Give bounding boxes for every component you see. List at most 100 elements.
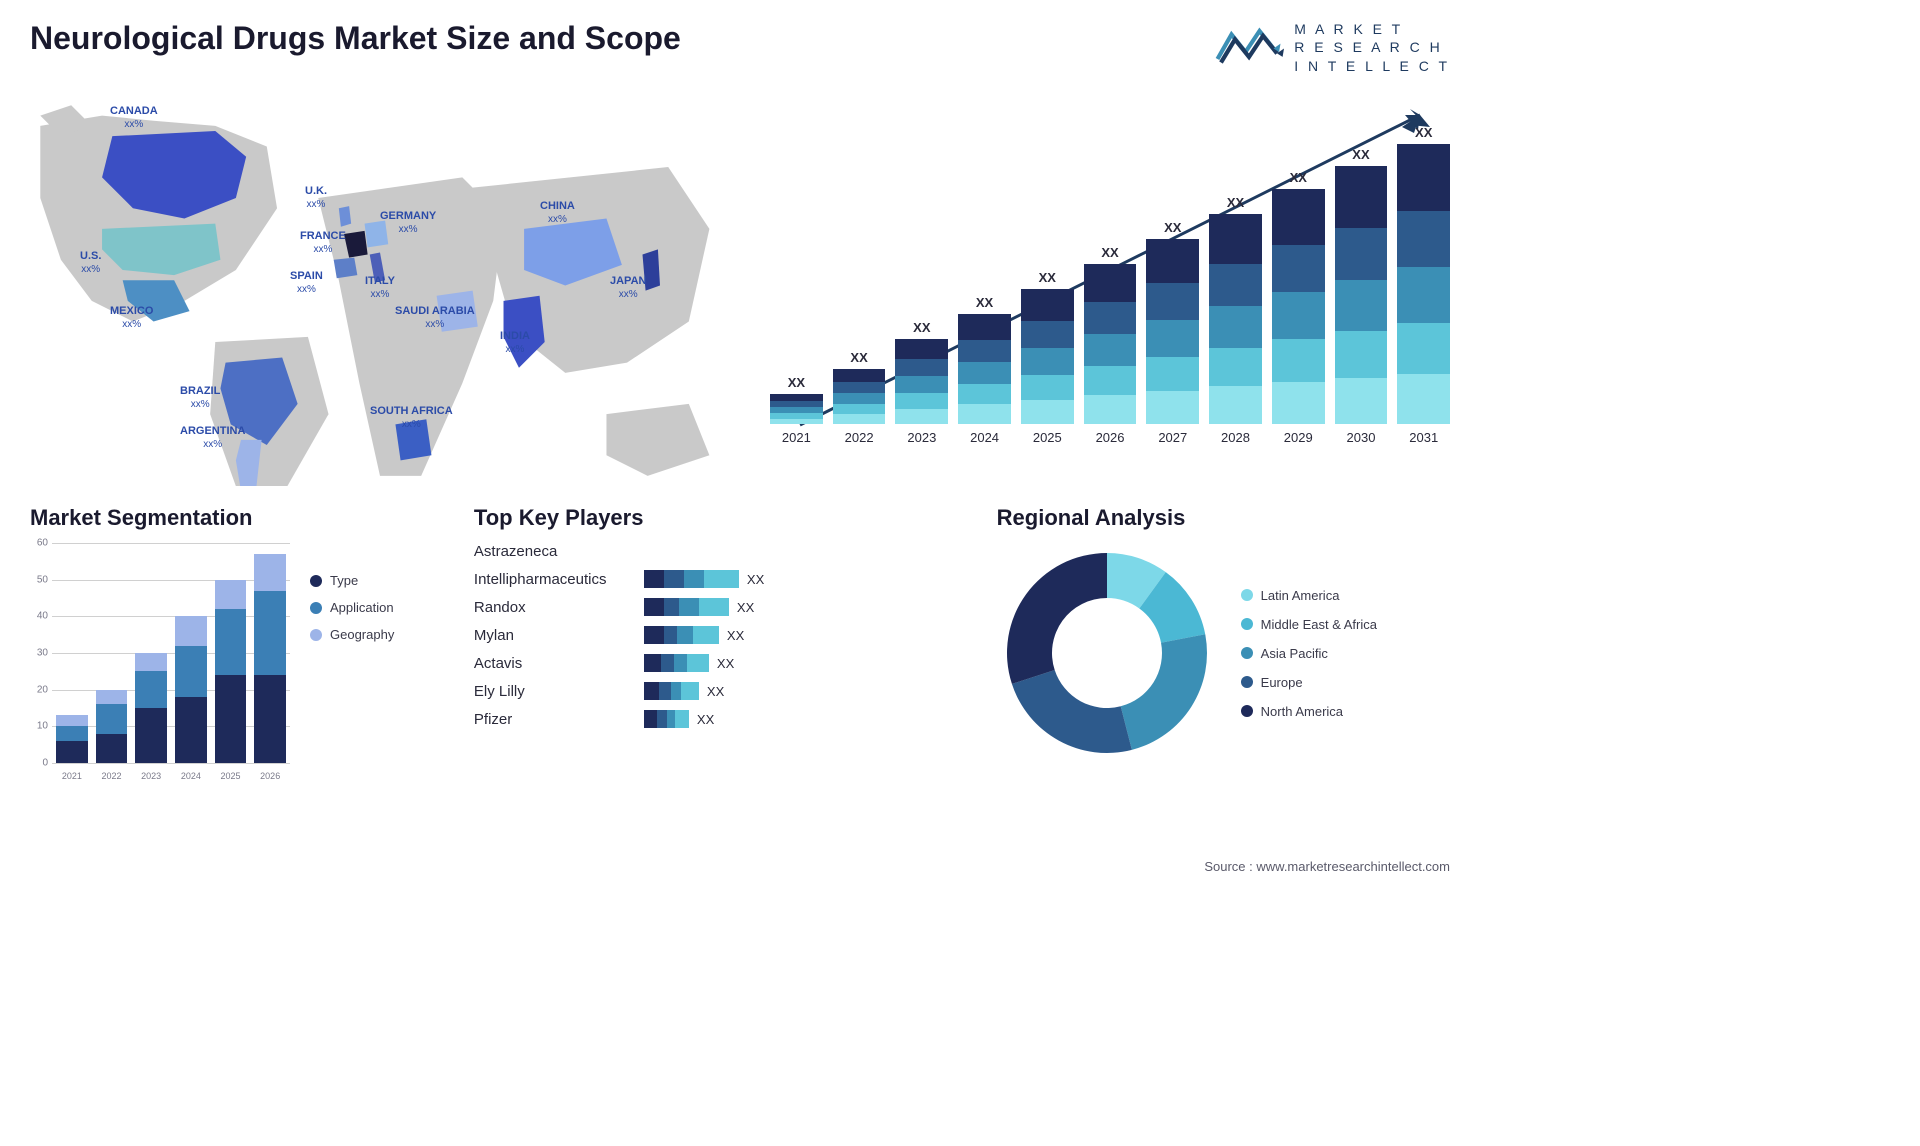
legend-label: Application: [330, 600, 394, 615]
growth-seg: [1397, 323, 1450, 373]
growth-seg: [1084, 395, 1137, 424]
growth-seg: [833, 369, 886, 382]
growth-col-2021: XX 2021: [770, 375, 823, 445]
player-bar: XX: [644, 570, 967, 588]
growth-value: XX: [1352, 147, 1369, 162]
growth-seg: [770, 394, 823, 401]
header: Neurological Drugs Market Size and Scope…: [30, 20, 1450, 75]
growth-seg: [1272, 245, 1325, 292]
segmentation-chart: 0102030405060 202120222023202420252026: [30, 543, 290, 783]
regional-legend-item: Asia Pacific: [1241, 646, 1377, 661]
seg-bar-seg: [56, 726, 88, 741]
seg-bar-seg: [175, 697, 207, 763]
segmentation-section: Market Segmentation 0102030405060 202120…: [30, 505, 444, 783]
growth-col-2027: XX2027: [1146, 220, 1199, 445]
growth-seg: [1397, 374, 1450, 424]
growth-seg: [958, 384, 1011, 404]
growth-value: XX: [1101, 245, 1118, 260]
logo-text: M A R K E T R E S E A R C H I N T E L L …: [1294, 20, 1450, 75]
player-value: XX: [707, 684, 724, 699]
growth-col-2029: XX 2029: [1272, 170, 1325, 445]
player-seg: [679, 598, 699, 616]
growth-seg: [1146, 391, 1199, 424]
player-bar: XX: [644, 626, 967, 644]
legend-label: Latin America: [1261, 588, 1340, 603]
player-bar: XX: [644, 710, 967, 728]
player-seg: [644, 682, 659, 700]
growth-seg: [1084, 334, 1137, 366]
map-label-germany: GERMANYxx%: [380, 210, 436, 236]
growth-value: XX: [788, 375, 805, 390]
growth-col-2026: XX 2026: [1084, 245, 1137, 445]
seg-bar-seg: [215, 580, 247, 609]
seg-x-label: 2025: [215, 771, 247, 781]
player-seg: [675, 710, 689, 728]
player-seg: [644, 654, 661, 672]
map-label-uk: U.K.xx%: [305, 185, 327, 211]
growth-seg: [770, 419, 823, 424]
seg-y-tick: 20: [37, 684, 48, 695]
logo-line1: M A R K E T: [1294, 20, 1450, 38]
seg-y-tick: 60: [37, 538, 48, 549]
growth-seg: [958, 340, 1011, 362]
growth-seg: [833, 404, 886, 414]
legend-label: Asia Pacific: [1261, 646, 1328, 661]
map-label-brazil: BRAZILxx%: [180, 385, 220, 411]
player-seg: [644, 598, 664, 616]
growth-seg: [958, 314, 1011, 340]
legend-swatch-icon: [310, 629, 322, 641]
growth-col-2025: XX2025: [1021, 270, 1074, 445]
player-seg: [644, 626, 664, 644]
growth-seg: [1021, 348, 1074, 375]
growth-year-label: 2026: [1096, 430, 1125, 445]
seg-y-tick: 40: [37, 611, 48, 622]
growth-year-label: 2021: [782, 430, 811, 445]
growth-seg: [1272, 339, 1325, 381]
seg-x-label: 2023: [135, 771, 167, 781]
growth-seg: [1397, 267, 1450, 323]
growth-year-label: 2023: [907, 430, 936, 445]
growth-value: XX: [913, 320, 930, 335]
map-label-mexico: MEXICOxx%: [110, 305, 153, 331]
legend-swatch-icon: [1241, 647, 1253, 659]
growth-seg: [1084, 366, 1137, 395]
seg-legend-item: Application: [310, 600, 394, 615]
seg-bar-seg: [135, 653, 167, 671]
growth-seg: [1272, 382, 1325, 424]
seg-col-2025: 2025: [215, 580, 247, 763]
growth-seg: [1335, 280, 1388, 332]
growth-seg: [1146, 283, 1199, 320]
player-value: XX: [717, 656, 734, 671]
regional-section: Regional Analysis Latin AmericaMiddle Ea…: [997, 505, 1450, 783]
brand-logo: M A R K E T R E S E A R C H I N T E L L …: [1214, 20, 1450, 75]
seg-col-2024: 2024: [175, 616, 207, 763]
growth-seg: [1397, 144, 1450, 211]
growth-seg: [833, 414, 886, 424]
growth-year-label: 2029: [1284, 430, 1313, 445]
seg-col-2026: 2026: [254, 554, 286, 763]
player-bar: XX: [644, 598, 967, 616]
seg-x-label: 2022: [96, 771, 128, 781]
seg-bar-seg: [96, 734, 128, 763]
growth-seg: [1021, 400, 1074, 424]
player-value: XX: [727, 628, 744, 643]
seg-bar-seg: [135, 671, 167, 708]
player-seg: [681, 682, 699, 700]
legend-label: Middle East & Africa: [1261, 617, 1377, 632]
player-row: ActavisXX: [474, 654, 967, 672]
legend-label: North America: [1261, 704, 1343, 719]
map-label-spain: SPAINxx%: [290, 270, 323, 296]
donut-slice: [1007, 553, 1107, 684]
logo-mark-icon: [1214, 20, 1284, 75]
map-label-canada: CANADAxx%: [110, 105, 158, 131]
growth-seg: [1146, 239, 1199, 283]
growth-col-2022: XX2022: [833, 350, 886, 445]
seg-y-tick: 30: [37, 648, 48, 659]
growth-seg: [1084, 264, 1137, 302]
growth-value: XX: [1290, 170, 1307, 185]
player-name: Intellipharmaceutics: [474, 571, 634, 588]
page-title: Neurological Drugs Market Size and Scope: [30, 20, 681, 57]
player-seg: [644, 570, 664, 588]
growth-seg: [1335, 228, 1388, 280]
legend-swatch-icon: [1241, 589, 1253, 601]
